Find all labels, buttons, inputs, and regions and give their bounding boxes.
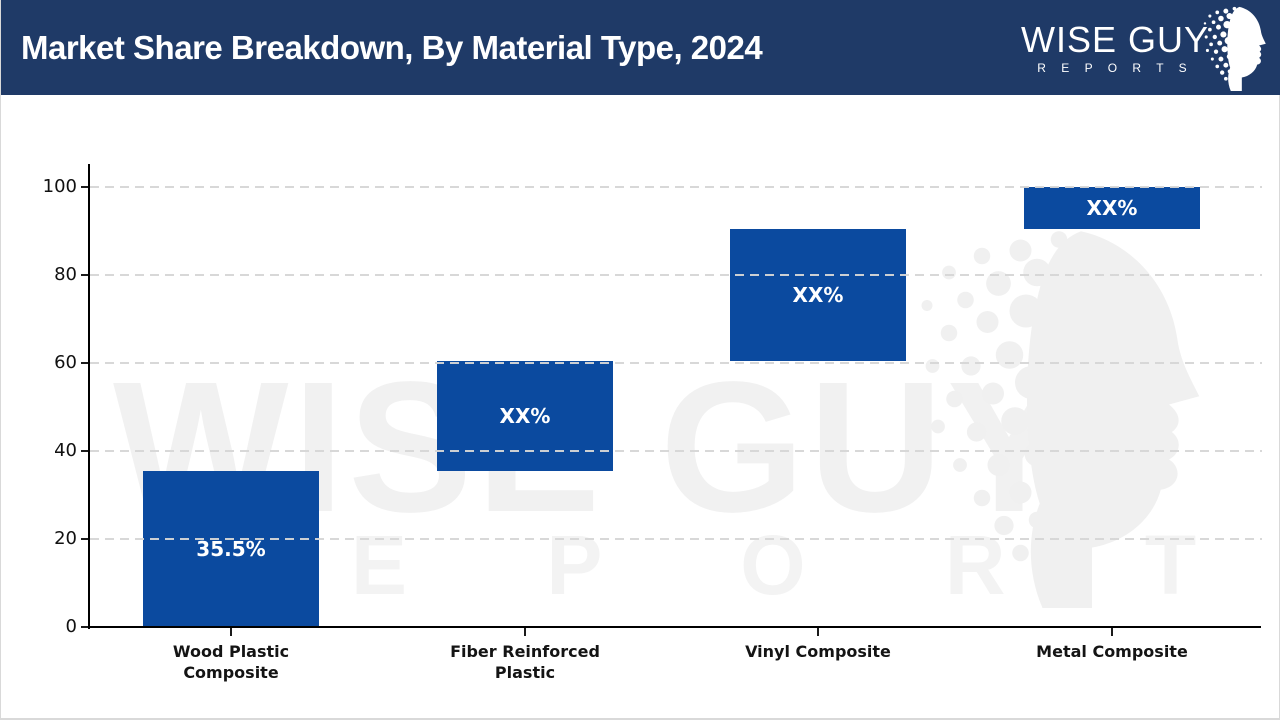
x-axis-spine xyxy=(88,626,1261,628)
xcat-label-2: Fiber Reinforced Plastic xyxy=(410,641,640,683)
bar-1: 35.5% xyxy=(143,470,319,627)
gridline-100 xyxy=(90,186,1262,188)
y-axis-spine xyxy=(88,164,90,629)
wiseguy-logo: WISE GUY R E P O R T S xyxy=(1021,4,1269,92)
ytick-20 xyxy=(81,538,90,540)
xtick-1 xyxy=(230,628,232,636)
ytick-label-60: 60 xyxy=(54,352,77,373)
gridline-40 xyxy=(90,450,1262,452)
xcat-label-4: Metal Composite xyxy=(997,641,1227,662)
xcat-label-line: Plastic xyxy=(494,663,556,682)
header-bar: Market Share Breakdown, By Material Type… xyxy=(1,0,1280,95)
ytick-60 xyxy=(81,362,90,364)
ytick-0 xyxy=(81,626,90,628)
xcat-label-line: Composite xyxy=(183,663,279,682)
ytick-label-100: 100 xyxy=(42,176,77,197)
bar-value-label: 35.5% xyxy=(196,536,266,561)
xcat-label-1: Wood Plastic Composite xyxy=(116,641,346,683)
gridline-60 xyxy=(90,362,1262,364)
xtick-3 xyxy=(817,628,819,636)
bar-3: XX% xyxy=(730,228,906,361)
gridline-20 xyxy=(90,538,1262,540)
bar-4: XX% xyxy=(1024,187,1200,229)
bar-2: XX% xyxy=(437,360,613,471)
ytick-label-0: 0 xyxy=(65,616,77,637)
xtick-4 xyxy=(1111,628,1113,636)
bar-value-label: XX% xyxy=(792,282,844,307)
logo-subtext: R E P O R T S xyxy=(1037,61,1193,75)
ytick-100 xyxy=(81,186,90,188)
gridline-80 xyxy=(90,274,1262,276)
page-title: Market Share Breakdown, By Material Type… xyxy=(21,28,763,66)
wiseguy-head-icon xyxy=(1203,6,1266,91)
ytick-label-20: 20 xyxy=(54,528,77,549)
logo-text: WISE GUY R E P O R T S xyxy=(1020,19,1209,76)
logo-wordmark: WISE GUY xyxy=(1020,19,1209,60)
ytick-label-80: 80 xyxy=(54,264,77,285)
ytick-40 xyxy=(81,450,90,452)
xcat-label-line: Wood Plastic xyxy=(172,642,290,661)
xcat-label-line: Vinyl Composite xyxy=(745,642,891,661)
ytick-label-40: 40 xyxy=(54,440,77,461)
xtick-2 xyxy=(524,628,526,636)
bar-value-label: XX% xyxy=(1086,195,1138,220)
bar-value-label: XX% xyxy=(499,403,551,428)
xcat-label-line: Fiber Reinforced xyxy=(450,642,600,661)
xcat-label-line: Metal Composite xyxy=(1036,642,1188,661)
xcat-label-3: Vinyl Composite xyxy=(703,641,933,662)
ytick-80 xyxy=(81,274,90,276)
